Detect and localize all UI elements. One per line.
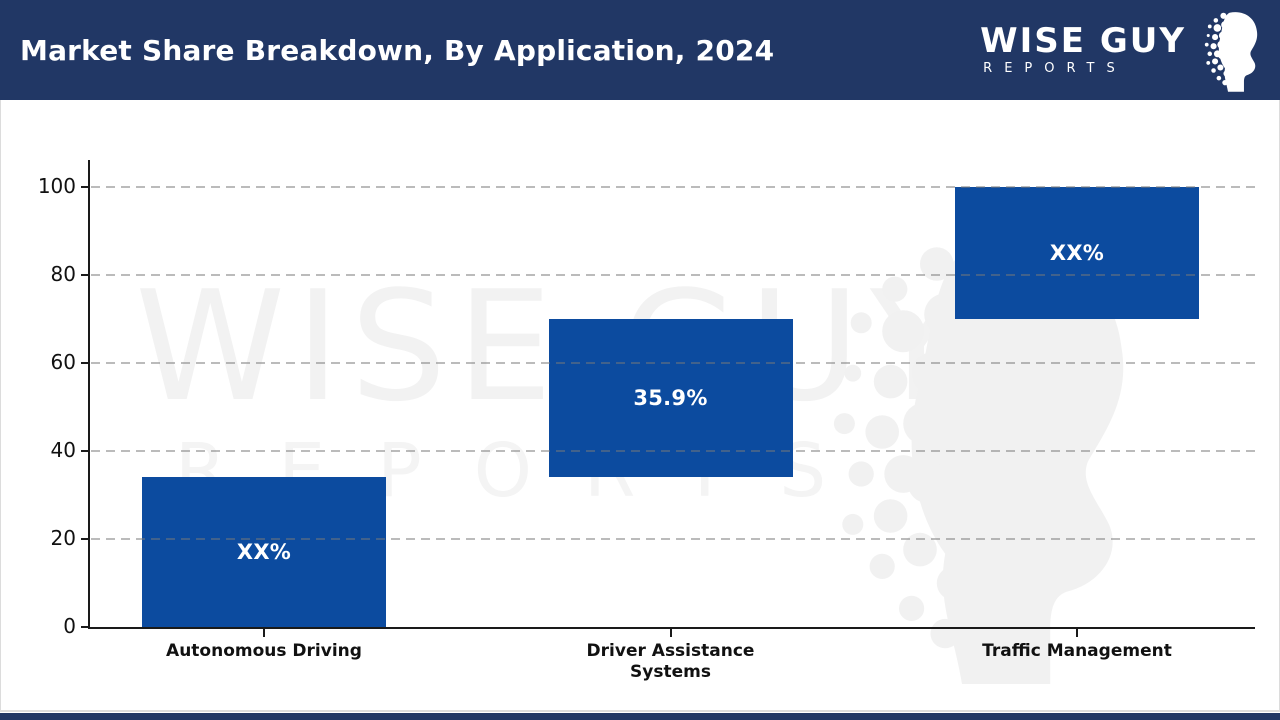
x-tick-mark xyxy=(669,629,672,637)
gridline xyxy=(91,186,1255,188)
y-tick-label: 60 xyxy=(50,350,76,374)
bar-segment: 35.9% xyxy=(548,319,793,477)
y-tick-label: 0 xyxy=(63,614,76,638)
wise-guy-reports-logo: WISE GUY REPORTS xyxy=(980,8,1266,92)
header-bar: Market Share Breakdown, By Application, … xyxy=(0,0,1280,100)
x-axis-category-label: Autonomous Driving xyxy=(166,641,362,661)
bar-segment: XX% xyxy=(142,476,386,627)
y-tick-label: 80 xyxy=(50,262,76,286)
y-tick-label: 20 xyxy=(50,526,76,550)
gridline xyxy=(91,274,1255,276)
bar-segment: XX% xyxy=(955,187,1199,319)
y-tick-mark xyxy=(81,362,90,364)
x-axis-line xyxy=(88,627,1255,629)
y-tick-mark xyxy=(81,450,90,452)
logo-text: WISE GUY REPORTS xyxy=(980,20,1186,77)
logo-face-icon xyxy=(1204,12,1258,92)
y-axis-line xyxy=(88,160,90,629)
y-tick-label: 40 xyxy=(50,438,76,462)
figure-border-bottom xyxy=(0,710,1280,712)
bar-value-label: 35.9% xyxy=(633,385,708,410)
gridline xyxy=(91,362,1255,364)
bar-value-label: XX% xyxy=(236,539,292,564)
gridline xyxy=(91,450,1255,452)
footer-bar xyxy=(0,713,1280,720)
y-tick-label: 100 xyxy=(37,174,76,198)
gridline xyxy=(91,538,1255,540)
y-tick-mark xyxy=(81,538,90,540)
logo-reports-label: REPORTS xyxy=(983,61,1127,77)
x-tick-mark xyxy=(263,629,265,637)
chart-title: Market Share Breakdown, By Application, … xyxy=(20,33,775,67)
y-tick-mark xyxy=(81,274,90,276)
x-axis-category-label: Traffic Management xyxy=(982,641,1172,661)
bar-value-label: XX% xyxy=(1049,241,1105,265)
figure-border-left xyxy=(0,100,1,712)
x-axis-category-label: Driver Assistance Systems xyxy=(586,641,755,682)
y-tick-mark xyxy=(81,626,90,628)
x-tick-mark xyxy=(1076,629,1078,637)
y-tick-mark xyxy=(81,186,90,188)
logo-wiseguy-label: WISE GUY xyxy=(980,20,1186,61)
